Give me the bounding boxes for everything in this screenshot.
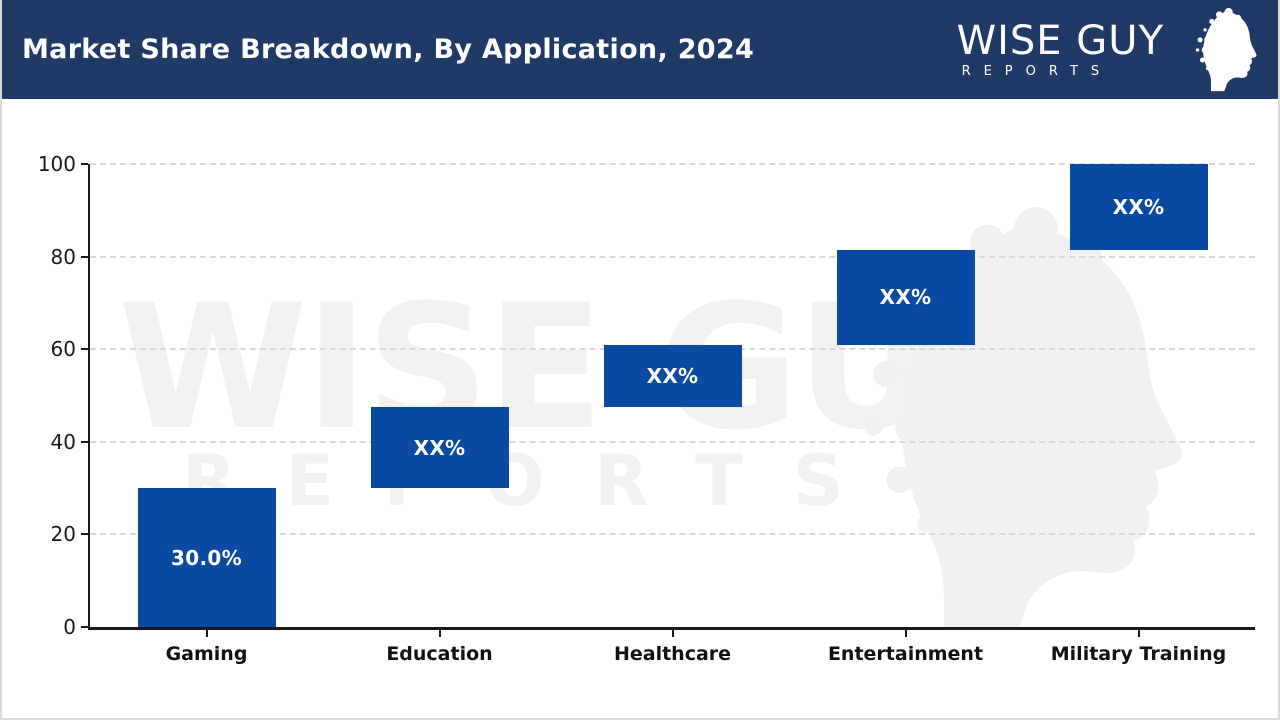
y-tick-mark	[81, 348, 88, 351]
y-tick-mark	[81, 255, 88, 258]
x-tick-mark	[904, 630, 907, 637]
bar-value-label: XX%	[879, 285, 932, 310]
y-tick-label: 60	[50, 337, 76, 362]
gridline-20	[90, 533, 1255, 536]
bar-gaming: 30.0%	[137, 488, 276, 627]
y-tick-mark	[81, 533, 88, 536]
y-tick-label: 0	[63, 615, 76, 639]
report-header: Market Share Breakdown, By Application, …	[0, 0, 1280, 99]
logo-wordmark: WISE GUY REPORTS	[957, 21, 1164, 79]
x-category-label: Healthcare	[613, 643, 732, 665]
x-category-label: Education	[386, 643, 493, 665]
bar-entertainment: XX%	[836, 249, 975, 345]
plot-area: WISE GUY REPORTS 0 20 40 60 80 100 30.0% Gaming…	[38, 152, 1255, 665]
y-tick-label: 80	[50, 244, 76, 269]
y-tick-label: 100	[37, 152, 76, 176]
bar-education: XX%	[370, 407, 509, 489]
bar-military-training: XX%	[1069, 164, 1208, 250]
y-tick-mark	[81, 163, 88, 165]
x-tick-mark	[671, 630, 674, 637]
y-tick-label: 40	[50, 429, 76, 454]
page-title: Market Share Breakdown, By Application, …	[22, 34, 755, 65]
logo-head-icon	[1174, 8, 1258, 92]
logo-wordmark-line2: REPORTS	[961, 63, 1113, 79]
x-category-label: Military Training	[1050, 643, 1227, 665]
y-tick-mark	[81, 626, 88, 628]
bar-value-label: XX%	[413, 435, 466, 460]
wise-guy-reports-logo: WISE GUY REPORTS	[957, 8, 1258, 92]
bar-healthcare: XX%	[603, 344, 742, 408]
watermark-text-line2: REPORTS	[182, 440, 894, 522]
gridline-40	[90, 440, 1255, 443]
bar-value-label: 30.0%	[171, 545, 242, 570]
x-tick-mark	[205, 630, 208, 637]
x-category-label: Entertainment	[827, 643, 984, 665]
gridline-80	[90, 255, 1255, 258]
gridline-100	[90, 163, 1255, 165]
logo-wordmark-line1: WISE GUY	[956, 17, 1164, 64]
x-tick-mark	[1137, 630, 1140, 637]
x-tick-mark	[438, 630, 441, 637]
bar-value-label: XX%	[1112, 194, 1165, 219]
y-tick-mark	[81, 440, 88, 443]
y-tick-label: 20	[50, 522, 76, 547]
bar-value-label: XX%	[646, 363, 699, 388]
x-category-label: Gaming	[165, 643, 248, 665]
